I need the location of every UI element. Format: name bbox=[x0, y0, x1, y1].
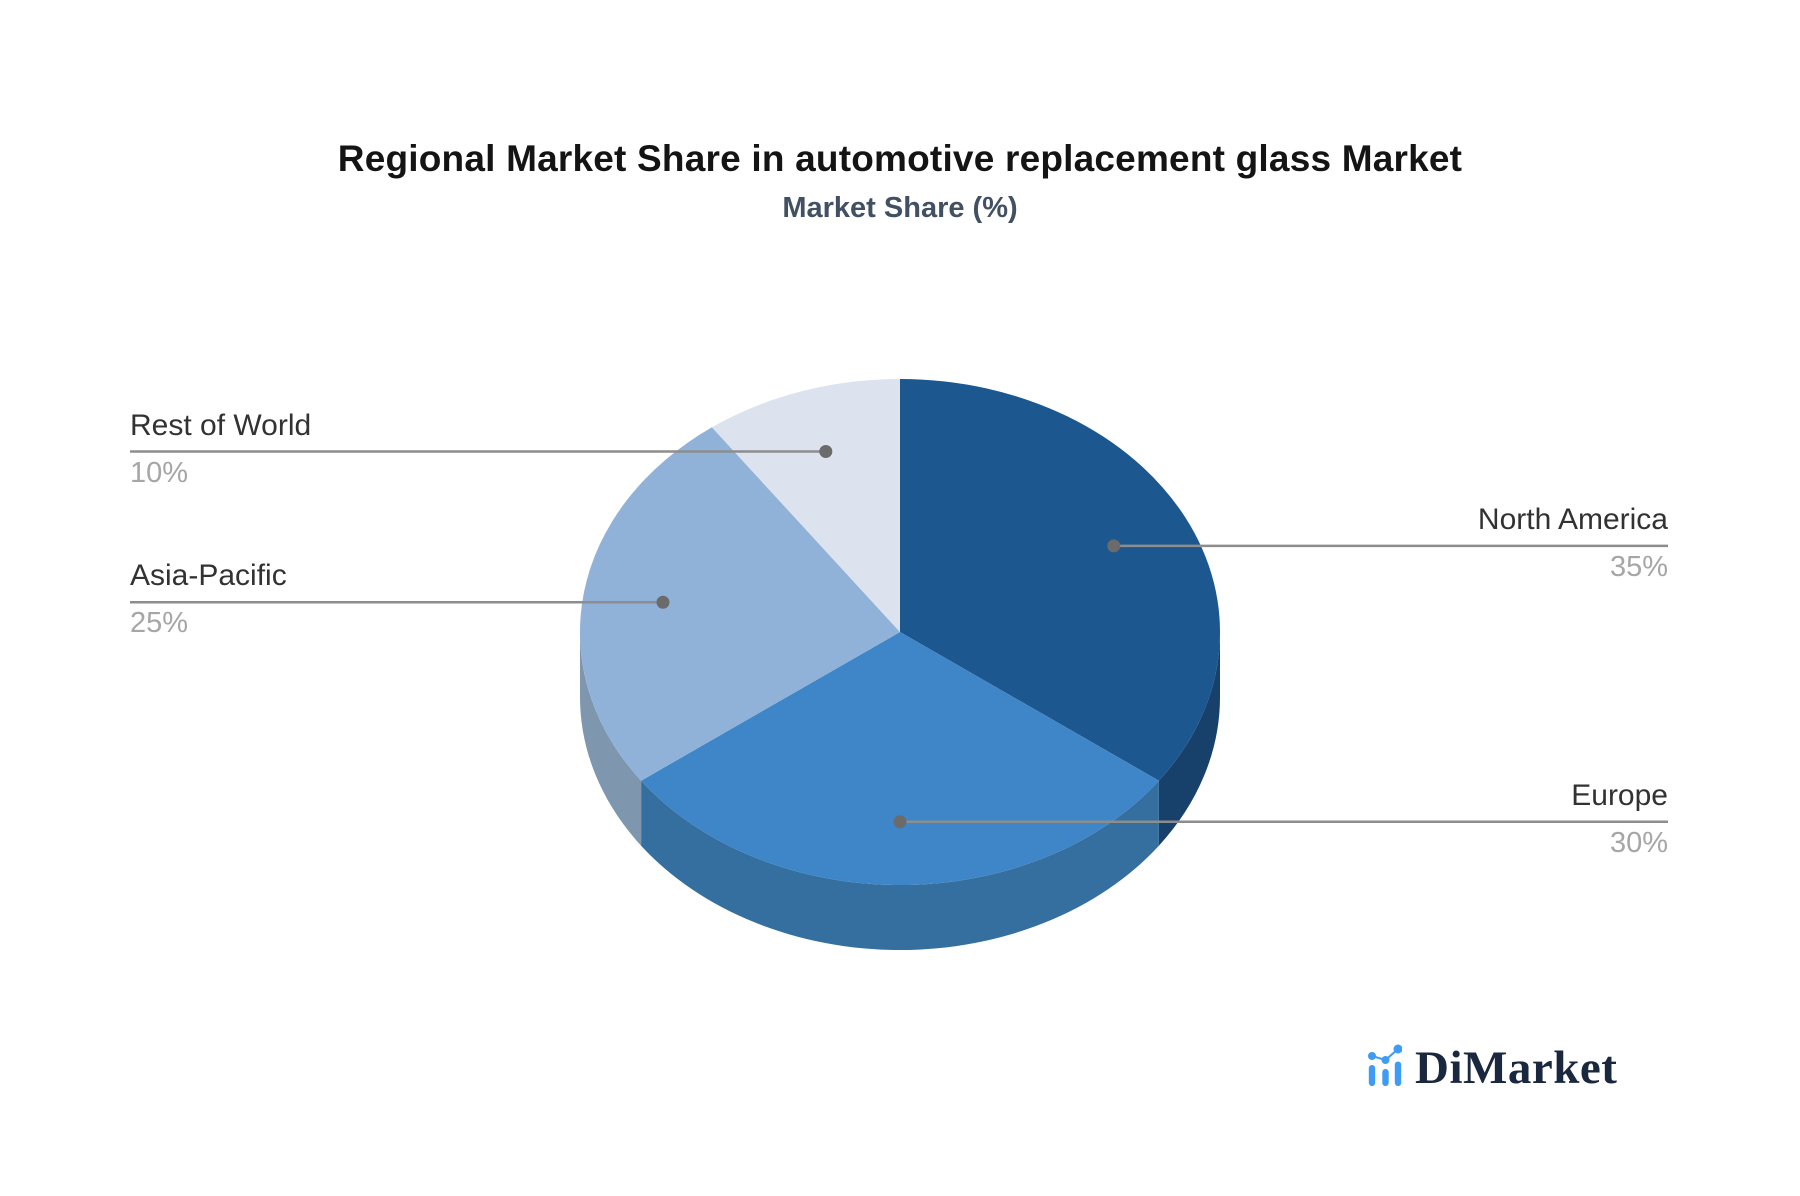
callout-rest-of-world: Rest of World 10% bbox=[130, 408, 690, 489]
dimarket-logo: DiMarket bbox=[1368, 1044, 1617, 1092]
slice-value: 30% bbox=[1609, 826, 1668, 859]
callout-asia-pacific: Asia-Pacific 25% bbox=[130, 558, 690, 640]
slice-label: North America bbox=[1477, 502, 1668, 536]
leader-dot-europe bbox=[893, 815, 907, 829]
slice-label: Europe bbox=[1571, 778, 1668, 812]
pie-slice-side-europe bbox=[641, 780, 1159, 951]
slice-label: Rest of World bbox=[130, 408, 312, 442]
leader-dot-north-america bbox=[1107, 539, 1121, 553]
slice-value: 35% bbox=[1609, 550, 1668, 583]
pie-slice-side-asia-pacific bbox=[580, 632, 642, 846]
chart-title: Regional Market Share in automotive repl… bbox=[337, 138, 1463, 179]
pie-slice-rest-of-world[interactable] bbox=[711, 378, 900, 632]
bar-chart-trend-icon bbox=[1368, 1044, 1402, 1086]
logo-text: DiMarket bbox=[1415, 1042, 1618, 1094]
slice-label: Asia-Pacific bbox=[130, 559, 287, 593]
pie-slice-north-america[interactable] bbox=[900, 379, 1221, 781]
slice-value: 10% bbox=[130, 456, 189, 489]
pie-slice-asia-pacific[interactable] bbox=[579, 427, 900, 781]
pie-slice-side-north-america bbox=[1158, 632, 1220, 846]
callout-north-america: North America 35% bbox=[1108, 502, 1668, 583]
leader-dot-rest-of-world bbox=[819, 445, 833, 458]
leader-dot-asia-pacific bbox=[656, 595, 670, 609]
chart-subtitle: Market Share (%) bbox=[782, 192, 1018, 224]
callout-europe: Europe 30% bbox=[1108, 778, 1668, 859]
slice-value: 25% bbox=[130, 607, 189, 640]
